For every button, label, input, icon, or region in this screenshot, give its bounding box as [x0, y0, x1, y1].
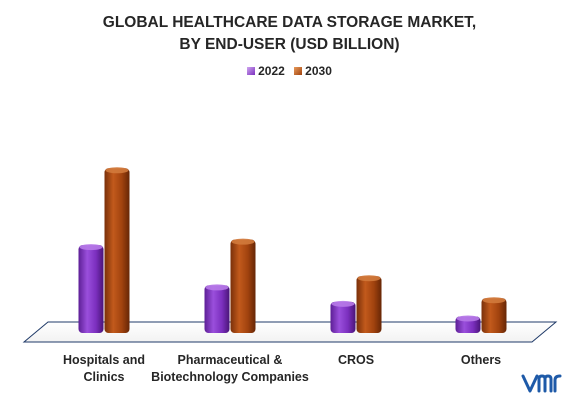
legend-label-2022: 2022	[258, 64, 285, 78]
bar-body	[481, 298, 507, 333]
bar-2022-3	[455, 315, 481, 333]
chart-title-line-2: BY END-USER (USD BILLION)	[179, 36, 400, 53]
category-label-1: Pharmaceutical & Biotechnology Companies	[151, 353, 309, 384]
bar-2022-1	[204, 284, 230, 333]
bar-2030-1	[230, 238, 256, 333]
bar-cap	[205, 284, 229, 291]
legend-item-2030: 2030	[294, 64, 332, 78]
bar-body	[104, 168, 130, 333]
bar-cap	[231, 238, 255, 245]
bar-cap	[456, 315, 480, 322]
bar-cap	[357, 275, 381, 282]
bar-2030-2	[356, 275, 382, 333]
bar-cap	[105, 167, 129, 174]
chart-title-line-1: GLOBAL HEALTHCARE DATA STORAGE MARKET,	[102, 14, 477, 31]
legend-label-2030: 2030	[305, 64, 332, 78]
legend-swatch-2022	[247, 67, 256, 75]
bar-body	[230, 239, 256, 333]
bar-cap	[79, 244, 103, 251]
bar-2022-0	[78, 244, 104, 333]
chart-title: GLOBAL HEALTHCARE DATA STORAGE MARKET, B…	[0, 12, 579, 56]
bar-cap	[331, 300, 355, 307]
category-label-0: Hospitals and Clinics	[63, 353, 145, 384]
bar-body	[356, 276, 382, 333]
vmr-logo-icon	[521, 374, 562, 393]
bars-layer	[78, 167, 507, 333]
chart-legend: 2022 2030	[0, 64, 579, 78]
bar-2030-0	[104, 167, 130, 333]
category-label-3: Others	[461, 353, 501, 367]
bar-2030-3	[481, 297, 507, 333]
chart-floor	[22, 321, 558, 343]
bar-body	[204, 285, 230, 333]
bar-2022-2	[330, 300, 356, 333]
category-label-2: CROS	[338, 353, 374, 367]
legend-swatch-2030	[294, 67, 303, 75]
bar-cap	[482, 297, 506, 304]
bar-body	[78, 245, 104, 333]
legend-item-2022: 2022	[247, 64, 285, 78]
bar-body	[330, 301, 356, 333]
